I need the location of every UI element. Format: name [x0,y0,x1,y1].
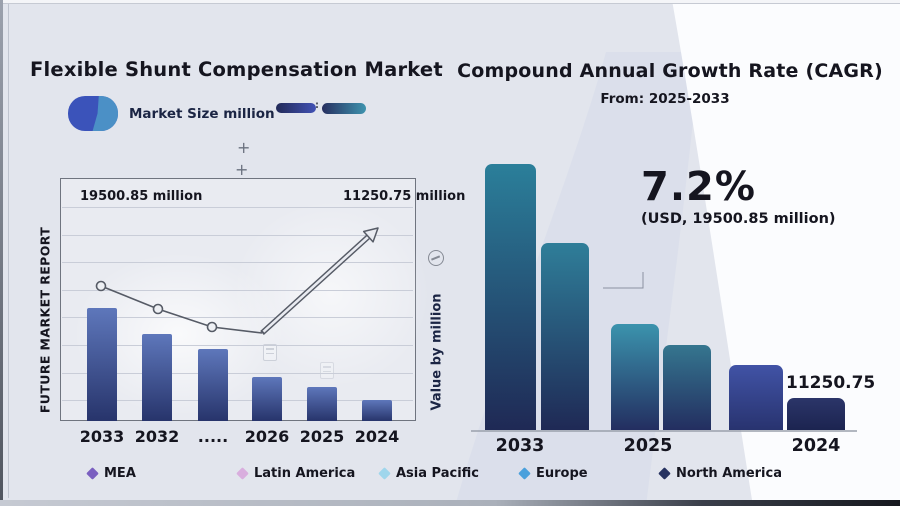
left-chart-gridline [62,373,413,374]
legend-label: MEA [104,466,136,481]
left-chart-bar [198,349,228,421]
left-chart-gridline [62,290,413,291]
left-chart-bar [142,334,172,421]
circle-minus-icon [428,250,444,266]
right-chart-bar [541,243,589,430]
cagr-value: 7.2% [641,164,756,210]
left-chart-bar [87,308,117,421]
cylinder-highlight [92,96,118,131]
document-watermark-icon [263,344,277,361]
market-size-legend-label: Market Size million [129,106,275,122]
right-chart-bar [787,398,845,430]
inner-frame-line [8,4,9,498]
legend-diamond-icon [658,467,671,480]
left-chart-gridline [62,345,413,346]
gradient-pill-teal-icon [322,103,366,114]
legend-label: North America [676,466,782,481]
right-chart-title: Compound Annual Growth Rate (CAGR) [457,60,883,82]
left-x-axis-label: 2025 [299,427,345,446]
y-axis-left-label: FUTURE MARKET REPORT [37,226,53,414]
left-chart-bar [252,377,282,421]
plus-mark-icon: + [237,138,251,157]
right-x-axis-label: 2024 [791,436,841,456]
gradient-pill-navy-icon [276,103,316,113]
legend-diamond-icon [236,467,249,480]
left-chart-bar [362,400,392,421]
top-edge-line [0,0,900,4]
legend-diamond-icon [378,467,391,480]
right-chart-bar [663,345,711,430]
legend-diamond-icon [86,467,99,480]
left-x-axis-label: 2024 [354,427,400,446]
bottom-edge-strip [0,500,900,506]
left-chart-gridline [62,262,413,263]
left-chart-gridline [62,235,413,236]
legend-label: Europe [536,466,588,481]
y-axis-right-label: Value by million [429,293,445,411]
bar-callout-value: 11250.75 [786,373,876,393]
left-edge-strip [0,0,3,506]
left-x-axis-label: 2033 [79,427,125,446]
pill-separator: : [315,100,319,111]
end-value-label: 11250.75 million [343,189,466,204]
legend-label: Asia Pacific [396,466,480,481]
cylinder-legend-icon [68,96,118,131]
background-blob [231,199,431,389]
start-value-label: 19500.85 million [80,189,203,204]
left-x-axis-label: 2032 [134,427,180,446]
right-x-axis-label: 2025 [623,436,673,456]
left-chart-title: Flexible Shunt Compensation Market [30,58,443,81]
right-chart-subtitle: From: 2025-2033 [600,91,730,107]
right-x-axis-label: 2033 [495,436,545,456]
legend-label: Latin America [254,466,356,481]
plus-mark-icon: + [235,160,249,179]
left-chart-gridline [62,207,413,208]
right-chart-bar [611,324,659,430]
left-x-axis-label: ..... [197,427,229,446]
left-chart-bar [307,387,337,421]
right-chart-bar [485,164,536,430]
document-watermark-icon [320,362,334,379]
step-decoration-line [603,272,644,289]
left-chart-gridline [62,400,413,401]
cagr-detail: (USD, 19500.85 million) [641,211,836,227]
legend-diamond-icon [518,467,531,480]
right-chart-bar [729,365,783,430]
left-x-axis-label: 2026 [244,427,290,446]
